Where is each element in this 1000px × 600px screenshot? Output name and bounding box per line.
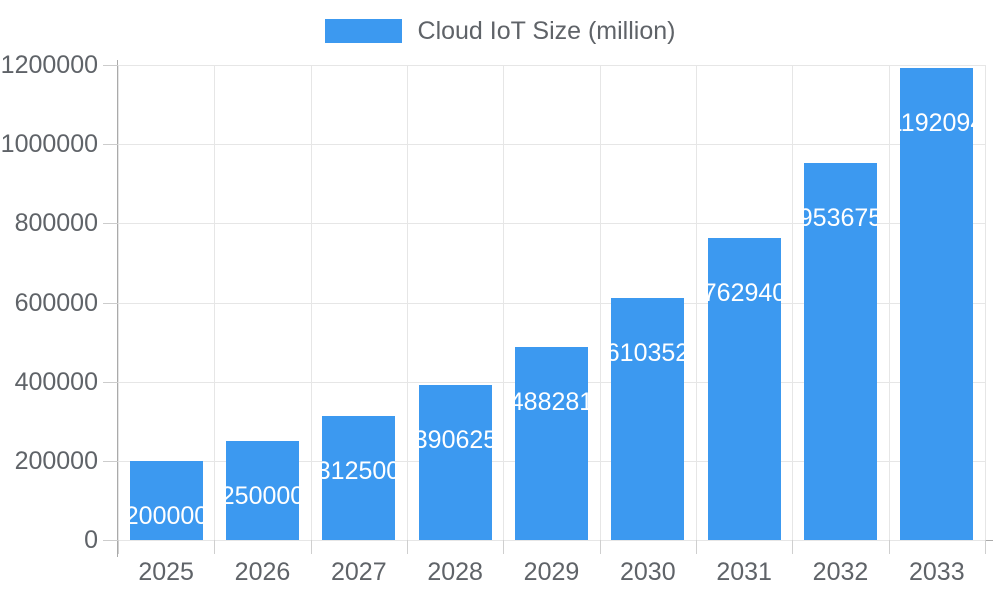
legend-label[interactable]: Cloud IoT Size (million) [417, 16, 676, 45]
chart-legend: Cloud IoT Size (million) [0, 12, 1000, 50]
x-axis-label: 2029 [523, 558, 580, 586]
gridline-vertical [214, 65, 215, 540]
y-axis-label: 200000 [14, 446, 98, 475]
y-axis-label: 400000 [14, 367, 98, 396]
x-axis-tick-mark [889, 540, 890, 554]
bar[interactable]: 390625 [419, 385, 492, 540]
x-axis-label: 2025 [138, 558, 194, 586]
legend-color-swatch[interactable] [324, 19, 402, 43]
x-axis-tick-mark [792, 540, 793, 554]
x-axis-tick-mark [503, 540, 504, 554]
x-axis-label: 2033 [909, 558, 965, 586]
x-axis-label: 2031 [716, 558, 772, 586]
y-axis-label: 1000000 [0, 130, 98, 159]
bar[interactable]: 1192094 [900, 68, 973, 540]
y-axis-tick-mark [103, 460, 118, 462]
bar-value-label: 1192094 [900, 109, 973, 137]
bar[interactable]: 312500 [322, 416, 395, 540]
y-axis-tick-mark [103, 302, 118, 304]
y-axis-label: 1200000 [0, 51, 98, 79]
gridline-vertical [600, 65, 601, 540]
x-axis-tick-mark [407, 540, 408, 554]
bar-value-label: 390625 [419, 426, 492, 454]
x-axis-label: 2026 [234, 558, 291, 586]
x-axis-label: 2030 [620, 558, 676, 586]
y-axis-tick-mark [103, 381, 118, 383]
gridline-vertical [985, 65, 986, 540]
bar[interactable]: 762940 [708, 238, 781, 540]
gridline-vertical [503, 65, 504, 540]
y-axis-tick-mark [103, 65, 118, 66]
plot-area: 200000 250000 312500 390625 488281 610352 7629… [118, 65, 986, 541]
gridline-vertical [118, 65, 119, 540]
y-axis-label: 800000 [14, 209, 98, 238]
x-axis-tick-mark [311, 540, 312, 554]
gridline-horizontal [118, 223, 985, 225]
x-axis-tick-mark [118, 540, 119, 554]
x-axis-label: 2032 [812, 558, 869, 586]
y-axis-tick-mark [103, 223, 118, 225]
bar[interactable]: 250000 [226, 441, 299, 540]
bar-value-label: 488281 [515, 388, 588, 416]
bar-value-label: 953675 [804, 204, 877, 232]
gridline-vertical [792, 65, 793, 540]
gridline-vertical [696, 65, 697, 540]
x-axis-tick-mark [214, 540, 215, 554]
bar[interactable]: 200000 [130, 461, 203, 540]
y-axis-label: 0 [84, 526, 98, 554]
gridline-horizontal [118, 144, 985, 146]
bar[interactable]: 610352 [611, 298, 684, 540]
x-axis-tick-mark [985, 540, 986, 554]
bar[interactable]: 953675 [804, 163, 877, 540]
x-axis-tick-mark [600, 540, 601, 554]
x-axis-tick-mark [696, 540, 697, 554]
bar-value-label: 250000 [226, 482, 299, 510]
gridline-vertical [311, 65, 312, 540]
gridline-horizontal [118, 65, 985, 66]
gridline-vertical [407, 65, 408, 540]
y-axis-tick-mark [103, 144, 118, 146]
bar[interactable]: 488281 [515, 347, 588, 540]
gridline-horizontal [118, 540, 985, 541]
x-axis-label: 2028 [427, 558, 483, 586]
gridline-vertical [889, 65, 890, 540]
bar-value-label: 200000 [130, 502, 203, 530]
bar-value-label: 610352 [611, 339, 684, 367]
bar-value-label: 762940 [708, 279, 781, 307]
y-axis-label: 600000 [14, 288, 98, 317]
y-axis-tick-mark [103, 540, 118, 541]
x-axis-label: 2027 [331, 558, 387, 586]
y-axis-line [117, 60, 118, 557]
gridline-horizontal [118, 302, 985, 304]
bar-value-label: 312500 [322, 457, 395, 485]
